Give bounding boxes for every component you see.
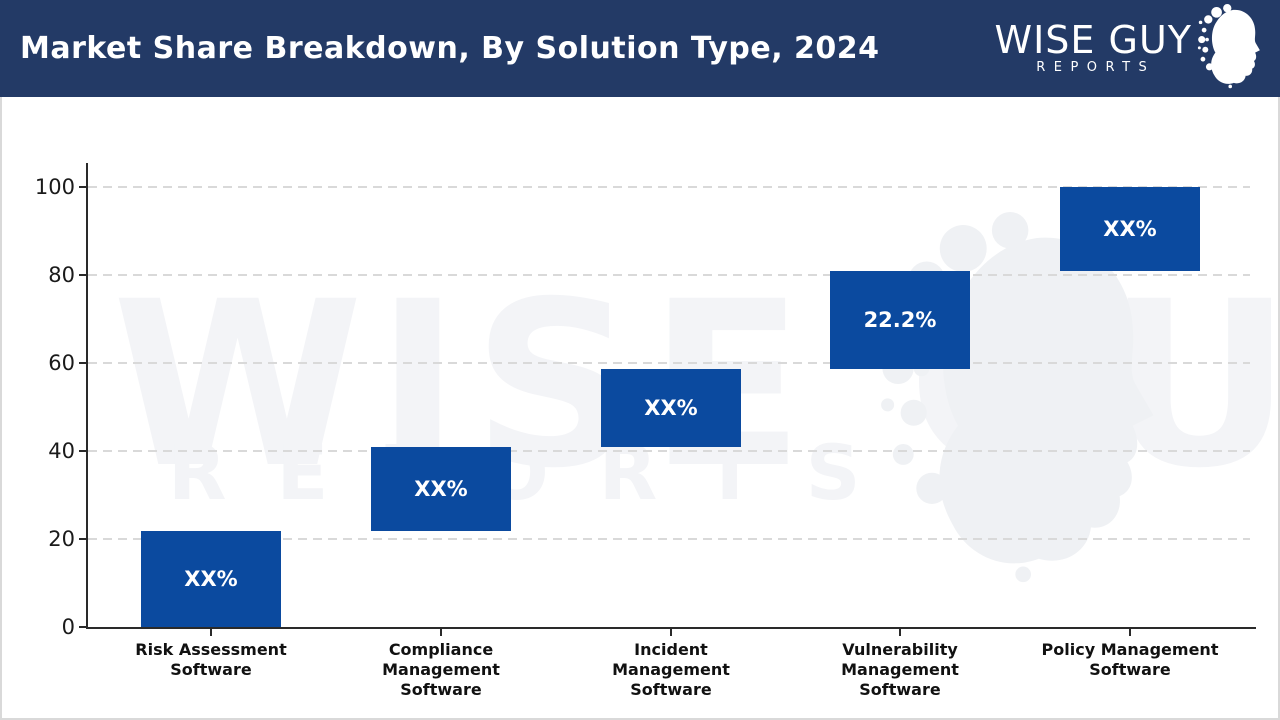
bar-segment: XX% — [1060, 187, 1200, 272]
y-tick-mark — [79, 450, 86, 452]
category-label-line: Policy Management — [1041, 640, 1219, 659]
category-label-line: Management — [841, 660, 959, 679]
gridline-y40 — [88, 450, 1250, 452]
bar-segment: XX% — [141, 531, 281, 627]
bar-value-label: XX% — [414, 477, 468, 502]
category-label: Compliance Management Software — [326, 640, 556, 700]
y-tick-label: 40 — [48, 439, 75, 463]
bar-segment: XX% — [371, 447, 511, 532]
category-label-line: Risk Assessment — [135, 640, 287, 659]
bar-value-label: XX% — [1103, 217, 1157, 242]
category-label: Risk Assessment Software — [96, 640, 326, 680]
y-tick-label: 60 — [48, 351, 75, 375]
y-axis-line — [86, 163, 88, 629]
y-tick-mark — [79, 186, 86, 188]
gridline-y20 — [88, 538, 1250, 540]
y-tick-label: 100 — [34, 175, 75, 199]
x-tick-mark — [1129, 629, 1131, 636]
bar-value-label: 22.2% — [863, 307, 937, 332]
y-tick-label: 20 — [48, 527, 75, 551]
y-tick-mark — [79, 362, 86, 364]
logo-subtitle: REPORTS — [1036, 59, 1156, 75]
x-tick-mark — [210, 629, 212, 636]
category-label-line: Software — [1089, 660, 1171, 679]
category-label-line: Software — [400, 680, 482, 699]
category-label: Incident Management Software — [556, 640, 786, 700]
category-label-line: Vulnerability — [842, 640, 958, 659]
bar-value-label: XX% — [644, 395, 698, 420]
wise-guy-reports-logo: WISE GUY REPORTS — [995, 4, 1270, 90]
category-label-line: Software — [170, 660, 252, 679]
x-tick-mark — [440, 629, 442, 636]
x-tick-mark — [899, 629, 901, 636]
gridline-y100 — [88, 186, 1250, 188]
category-label-line: Management — [612, 660, 730, 679]
x-tick-mark — [670, 629, 672, 636]
logo-head-icon — [1197, 4, 1260, 89]
y-tick-label: 80 — [48, 263, 75, 287]
category-label-line: Compliance — [388, 640, 494, 659]
category-label: Vulnerability Management Software — [785, 640, 1015, 700]
category-label: Policy Management Software — [1015, 640, 1245, 680]
category-label-line: Management — [382, 660, 500, 679]
category-label-line: Incident — [634, 640, 708, 659]
y-tick-mark — [79, 538, 86, 540]
gridline-y80 — [88, 274, 1250, 276]
y-tick-mark — [79, 274, 86, 276]
y-tick-label: 0 — [61, 615, 75, 639]
category-label-line: Software — [630, 680, 712, 699]
page-title: Market Share Breakdown, By Solution Type… — [20, 31, 880, 66]
category-label-line: Software — [859, 680, 941, 699]
header-bar: Market Share Breakdown, By Solution Type… — [0, 0, 1280, 97]
x-axis-line — [86, 627, 1256, 629]
bar-segment: 22.2% — [830, 271, 970, 369]
logo-wordmark: WISE GUY — [994, 17, 1192, 62]
bar-value-label: XX% — [184, 567, 238, 592]
logo-text: WISE GUY REPORTS — [995, 20, 1192, 75]
y-tick-mark — [79, 626, 86, 628]
bar-segment: XX% — [601, 368, 741, 448]
gridline-y60 — [88, 362, 1250, 364]
